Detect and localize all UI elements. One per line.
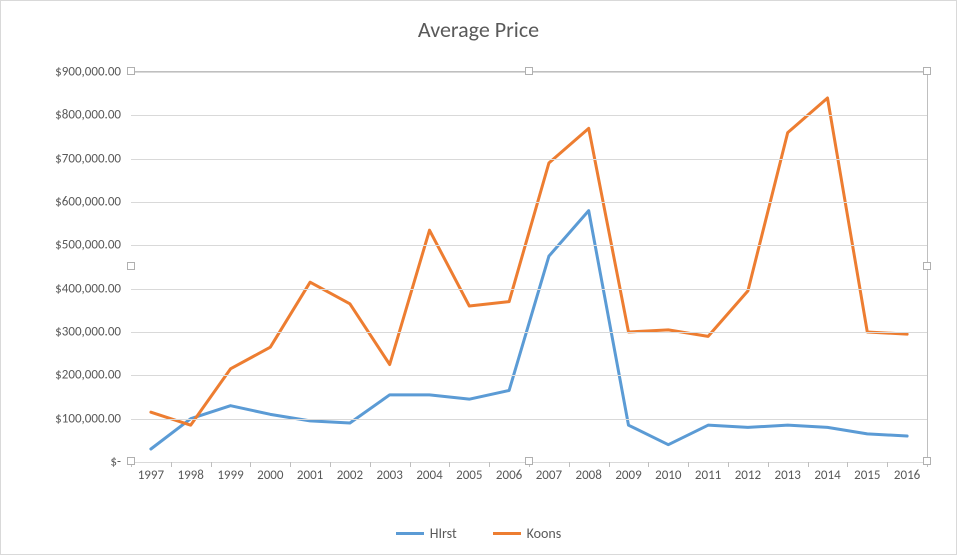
selection-handle[interactable] bbox=[923, 67, 931, 75]
gridline bbox=[131, 159, 927, 160]
x-axis-tick-mark bbox=[847, 462, 848, 467]
x-axis-tick-label: 2015 bbox=[854, 462, 880, 483]
legend-label: Koons bbox=[527, 525, 562, 542]
legend-item: HIrst bbox=[396, 525, 457, 542]
x-axis-tick-mark bbox=[609, 462, 610, 467]
x-axis-tick-mark bbox=[370, 462, 371, 467]
x-axis-tick-label: 2011 bbox=[695, 462, 721, 483]
y-axis-tick-label: $500,000.00 bbox=[55, 238, 131, 253]
legend-swatch bbox=[493, 532, 521, 535]
y-axis-tick-label: $300,000.00 bbox=[55, 325, 131, 340]
selection-handle[interactable] bbox=[127, 457, 135, 465]
x-axis-tick-mark bbox=[290, 462, 291, 467]
gridline bbox=[131, 245, 927, 246]
y-axis-tick-label: $100,000.00 bbox=[55, 411, 131, 426]
y-axis-tick-label: $700,000.00 bbox=[55, 151, 131, 166]
legend-label: HIrst bbox=[430, 525, 457, 542]
x-axis-tick-label: 2003 bbox=[377, 462, 403, 483]
y-axis-tick-label: $200,000.00 bbox=[55, 368, 131, 383]
legend-swatch bbox=[396, 532, 424, 535]
x-axis-tick-mark bbox=[171, 462, 172, 467]
x-axis-tick-label: 1998 bbox=[178, 462, 204, 483]
gridline bbox=[131, 332, 927, 333]
x-axis-tick-label: 2008 bbox=[576, 462, 602, 483]
x-axis-tick-label: 2016 bbox=[894, 462, 920, 483]
x-axis-tick-mark bbox=[250, 462, 251, 467]
chart-title: Average Price bbox=[1, 16, 956, 43]
selection-handle[interactable] bbox=[923, 457, 931, 465]
x-axis-tick-label: 2010 bbox=[655, 462, 681, 483]
y-axis-tick-label: $800,000.00 bbox=[55, 108, 131, 123]
x-axis-tick-mark bbox=[330, 462, 331, 467]
x-axis-tick-mark bbox=[648, 462, 649, 467]
x-axis-tick-mark bbox=[569, 462, 570, 467]
x-axis-tick-mark bbox=[768, 462, 769, 467]
x-axis-tick-label: 2012 bbox=[735, 462, 761, 483]
x-axis-tick-label: 2005 bbox=[456, 462, 482, 483]
x-axis-tick-mark bbox=[449, 462, 450, 467]
legend: HIrst Koons bbox=[1, 522, 956, 542]
gridline bbox=[131, 375, 927, 376]
x-axis-tick-label: 1999 bbox=[217, 462, 243, 483]
line-series-layer bbox=[131, 72, 927, 462]
gridline bbox=[131, 289, 927, 290]
selection-handle[interactable] bbox=[525, 67, 533, 75]
y-axis-tick-label: $400,000.00 bbox=[55, 281, 131, 296]
x-axis-tick-label: 2009 bbox=[615, 462, 641, 483]
x-axis-tick-label: 2000 bbox=[257, 462, 283, 483]
x-axis-tick-mark bbox=[808, 462, 809, 467]
x-axis-tick-mark bbox=[728, 462, 729, 467]
y-axis-tick-label: $900,000.00 bbox=[55, 65, 131, 80]
x-axis-tick-label: 2006 bbox=[496, 462, 522, 483]
selection-handle[interactable] bbox=[127, 262, 135, 270]
selection-handle[interactable] bbox=[923, 262, 931, 270]
x-axis-tick-label: 2001 bbox=[297, 462, 323, 483]
x-axis-tick-mark bbox=[211, 462, 212, 467]
x-axis-tick-mark bbox=[887, 462, 888, 467]
plot-area: $-$100,000.00$200,000.00$300,000.00$400,… bbox=[131, 71, 928, 462]
x-axis-tick-label: 2013 bbox=[775, 462, 801, 483]
x-axis-tick-mark bbox=[489, 462, 490, 467]
x-axis-tick-mark bbox=[688, 462, 689, 467]
selection-handle[interactable] bbox=[525, 457, 533, 465]
gridline bbox=[131, 419, 927, 420]
x-axis-tick-label: 2002 bbox=[337, 462, 363, 483]
x-axis-tick-label: 2014 bbox=[814, 462, 840, 483]
x-axis-tick-label: 2004 bbox=[416, 462, 442, 483]
gridline bbox=[131, 115, 927, 116]
gridline bbox=[131, 202, 927, 203]
chart-container: Average Price $-$100,000.00$200,000.00$3… bbox=[0, 0, 957, 555]
legend-item: Koons bbox=[493, 525, 562, 542]
x-axis-tick-label: 1997 bbox=[138, 462, 164, 483]
y-axis-tick-label: $600,000.00 bbox=[55, 195, 131, 210]
selection-handle[interactable] bbox=[127, 67, 135, 75]
series-line bbox=[151, 211, 907, 449]
x-axis-tick-label: 2007 bbox=[536, 462, 562, 483]
x-axis-tick-mark bbox=[410, 462, 411, 467]
